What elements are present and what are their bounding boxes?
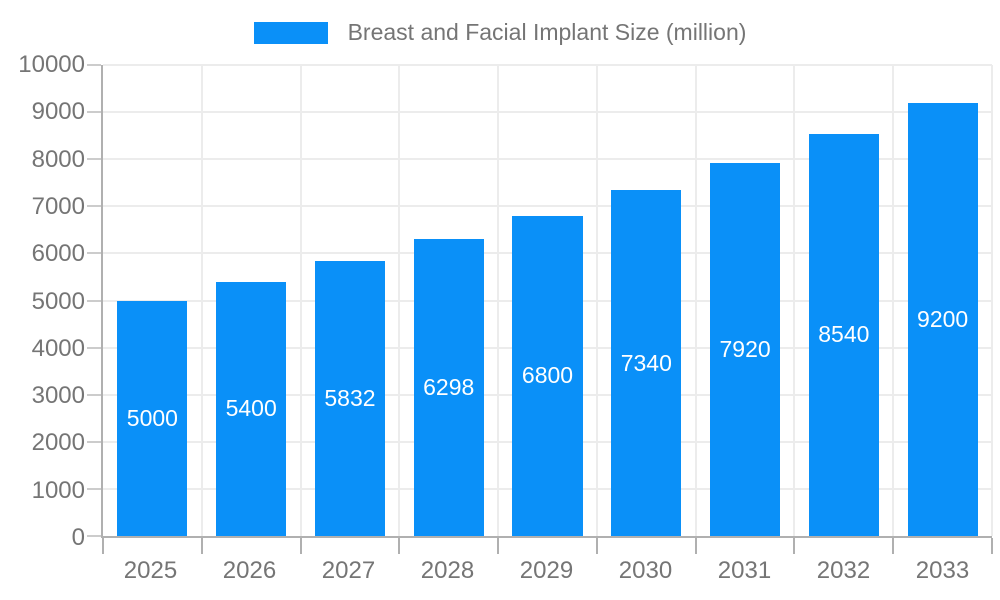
bar-cell: 7340 [597,65,696,536]
bar[interactable]: 8540 [808,133,879,536]
bar-cell: 5400 [202,65,301,536]
y-axis-tick [87,299,101,302]
bar[interactable]: 6800 [512,215,583,536]
y-axis-label: 2000 [31,429,85,457]
x-axis-tick [694,538,697,554]
gridline-vertical [200,65,203,536]
x-axis-label: 2025 [123,557,178,584]
gridline-vertical [694,65,697,536]
x-axis-tick [200,538,203,554]
gridline-vertical [793,65,796,536]
y-axis-label: 9000 [31,98,85,126]
bar-value-label: 8540 [818,321,870,348]
gridline-vertical [299,65,302,536]
y-axis-tick [87,205,101,208]
gridline-horizontal [103,111,992,114]
legend-label: Breast and Facial Implant Size (million) [347,19,747,45]
x-axis-label: 2028 [420,557,475,584]
x-axis-label: 2026 [222,557,277,584]
y-axis-tick [87,535,101,537]
bar-cell: 6298 [399,65,498,536]
bar-value-label: 6298 [423,374,475,401]
x-axis-label: 2032 [816,557,871,584]
x-axis-label: 2030 [618,557,673,584]
y-axis-tick [87,393,101,396]
gridline-vertical [991,65,993,536]
gridline-vertical [497,65,500,536]
x-axis-tick [892,538,895,554]
y-axis-label: 10000 [18,51,85,78]
y-axis-label: 7000 [31,192,85,220]
y-axis-label: 6000 [31,240,85,268]
bar-value-label: 9200 [917,305,969,332]
y-axis-label: 8000 [31,145,85,173]
y-axis-tick [87,252,101,255]
gridline-horizontal [103,158,992,161]
gridline-vertical [398,65,401,536]
y-axis-tick [87,64,101,66]
y-axis-label: 0 [71,524,85,551]
bar-cell: 8540 [794,65,893,536]
x-axis-tick [595,538,598,554]
x-axis-tick [398,538,401,554]
x-axis-tick [793,538,796,554]
x-axis-tick [991,538,993,554]
y-axis-label: 4000 [31,334,85,362]
y-axis-tick [87,111,101,114]
y-axis-tick [87,487,101,490]
bars-layer: 5000 5400 5832 6298 6800 7340 7920 8540 9200 [103,65,992,536]
bar[interactable]: 7920 [710,162,781,536]
bar-cell: 6800 [498,65,597,536]
x-axis-labels: 2025 2026 2027 2028 2029 2030 2031 2032 2033 [101,557,992,585]
x-axis-label: 2027 [321,557,376,584]
x-axis-label: 2029 [519,557,574,584]
legend[interactable]: Breast and Facial Implant Size (million) [0,19,1000,46]
gridline-horizontal [103,205,992,208]
y-axis-tick [87,440,101,443]
y-axis-label: 3000 [31,382,85,410]
y-axis-tick [87,346,101,349]
y-axis-label: 1000 [31,476,85,504]
x-axis-label: 2033 [915,557,970,584]
bar[interactable]: 5400 [216,281,287,536]
y-axis-labels: 0 1000 2000 3000 4000 5000 6000 7000 8000 9000 100… [0,53,85,550]
gridline-horizontal [103,64,992,66]
bar[interactable]: 5000 [117,300,188,536]
bar[interactable]: 6298 [413,239,484,536]
bar-value-label: 5400 [225,395,277,422]
x-axis-tick [299,538,302,554]
bar[interactable]: 5832 [314,261,386,536]
bar[interactable]: 9200 [907,102,978,536]
y-axis-tick [87,158,101,161]
x-axis-label: 2031 [717,557,772,584]
gridline-vertical [595,65,598,536]
y-axis-label: 5000 [31,287,85,315]
gridline-vertical [892,65,895,536]
x-axis-tick [102,538,104,554]
bar-value-label: 6800 [521,362,574,389]
bar[interactable]: 7340 [611,190,682,536]
bar-cell: 9200 [893,65,992,536]
bar-value-label: 7920 [719,335,771,362]
legend-swatch-icon [253,21,328,44]
bar-cell: 7920 [696,65,795,536]
plot-area: 5000 5400 5832 6298 6800 7340 7920 8540 9200 [87,64,993,554]
bar-value-label: 7340 [620,349,672,376]
x-axis-tick [497,538,500,554]
bar-value-label: 5000 [126,404,178,431]
bar-value-label: 5832 [324,385,376,412]
bar-cell: 5000 [103,65,202,536]
bar-cell: 5832 [301,65,400,536]
